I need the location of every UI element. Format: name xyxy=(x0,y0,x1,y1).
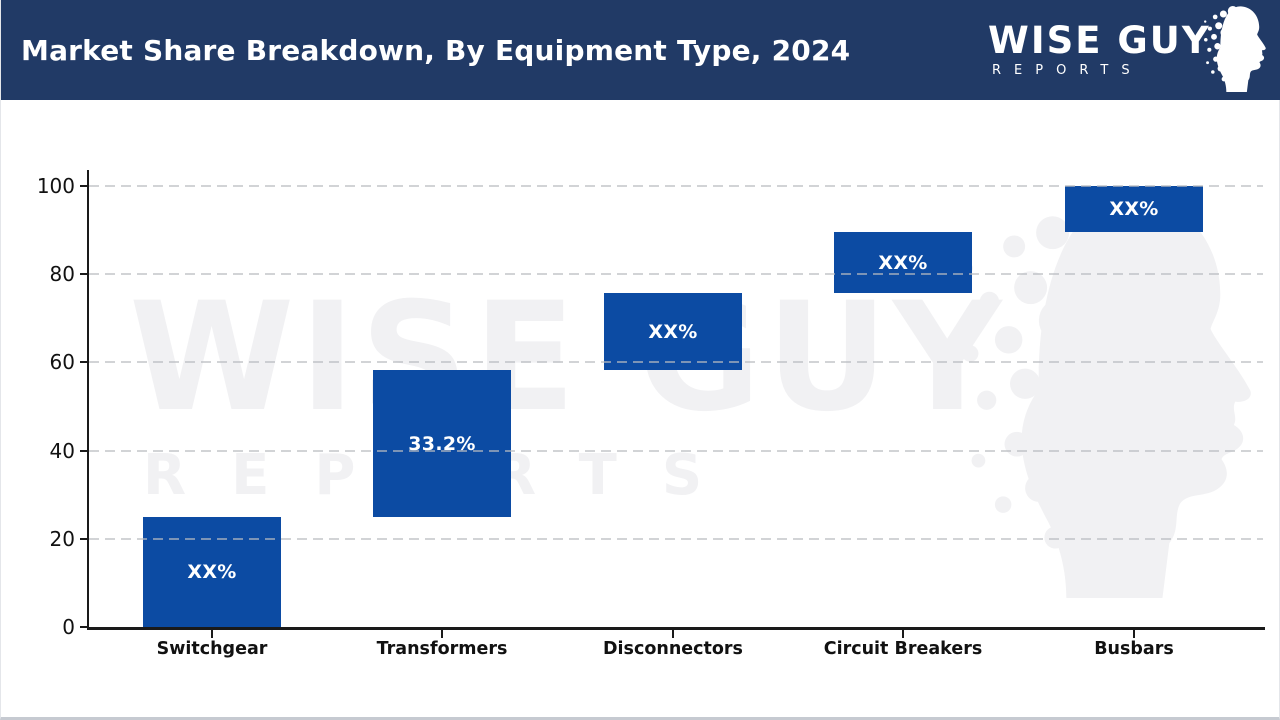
bar-value-label: XX% xyxy=(878,251,928,274)
y-gridline xyxy=(89,361,1263,364)
y-tick-label: 60 xyxy=(49,350,75,375)
x-category-label: Circuit Breakers xyxy=(823,639,983,659)
y-tick-label: 80 xyxy=(49,262,75,287)
y-tick-mark xyxy=(80,449,87,452)
y-tick-mark xyxy=(80,361,87,364)
bar-disconnectors: XX% xyxy=(604,293,742,371)
bar-circuit-breakers: XX% xyxy=(834,231,972,294)
bar-busbars: XX% xyxy=(1065,186,1203,232)
x-category-label: Transformers xyxy=(376,639,508,659)
y-tick-label: 0 xyxy=(62,615,75,639)
x-tick-mark xyxy=(1133,630,1135,638)
x-tick-mark xyxy=(902,630,904,638)
header-bar: Market Share Breakdown, By Equipment Typ… xyxy=(1,0,1280,100)
y-gridline xyxy=(89,185,1263,187)
page-title: Market Share Breakdown, By Equipment Typ… xyxy=(21,33,851,67)
x-axis-spine xyxy=(87,627,1265,630)
y-tick-mark xyxy=(80,537,87,540)
y-tick-mark xyxy=(80,626,87,628)
bar-value-label: XX% xyxy=(187,560,237,583)
y-gridline xyxy=(89,273,1263,276)
logo-subname: REPORTS xyxy=(992,62,1143,78)
logo-name: WISE GUY xyxy=(988,19,1211,63)
wiseguy-face-icon xyxy=(1203,6,1266,92)
bar-transformers: 33.2% xyxy=(373,370,511,517)
y-gridline xyxy=(89,449,1263,452)
logo-text: WISE GUY REPORTS xyxy=(988,19,1211,78)
x-tick-mark xyxy=(211,630,213,638)
y-tick-mark xyxy=(80,185,87,187)
y-tick-label: 40 xyxy=(49,438,75,463)
x-category-label: Busbars xyxy=(1094,639,1174,659)
x-category-label: Switchgear xyxy=(156,639,268,659)
bar-value-label: XX% xyxy=(648,320,698,343)
wiseguy-logo: WISE GUY REPORTS xyxy=(988,6,1267,92)
y-tick-label: 20 xyxy=(49,526,75,551)
x-category-label: Disconnectors xyxy=(603,639,743,659)
y-tick-mark xyxy=(80,273,87,276)
bar-switchgear: XX% xyxy=(143,516,281,627)
x-tick-mark xyxy=(441,630,443,638)
y-axis-spine xyxy=(87,170,89,629)
y-gridline xyxy=(89,537,1263,540)
x-tick-mark xyxy=(672,630,674,638)
bar-value-label: XX% xyxy=(1109,197,1159,220)
bar-value-label: 33.2% xyxy=(408,432,476,455)
y-tick-label: 100 xyxy=(36,174,75,198)
